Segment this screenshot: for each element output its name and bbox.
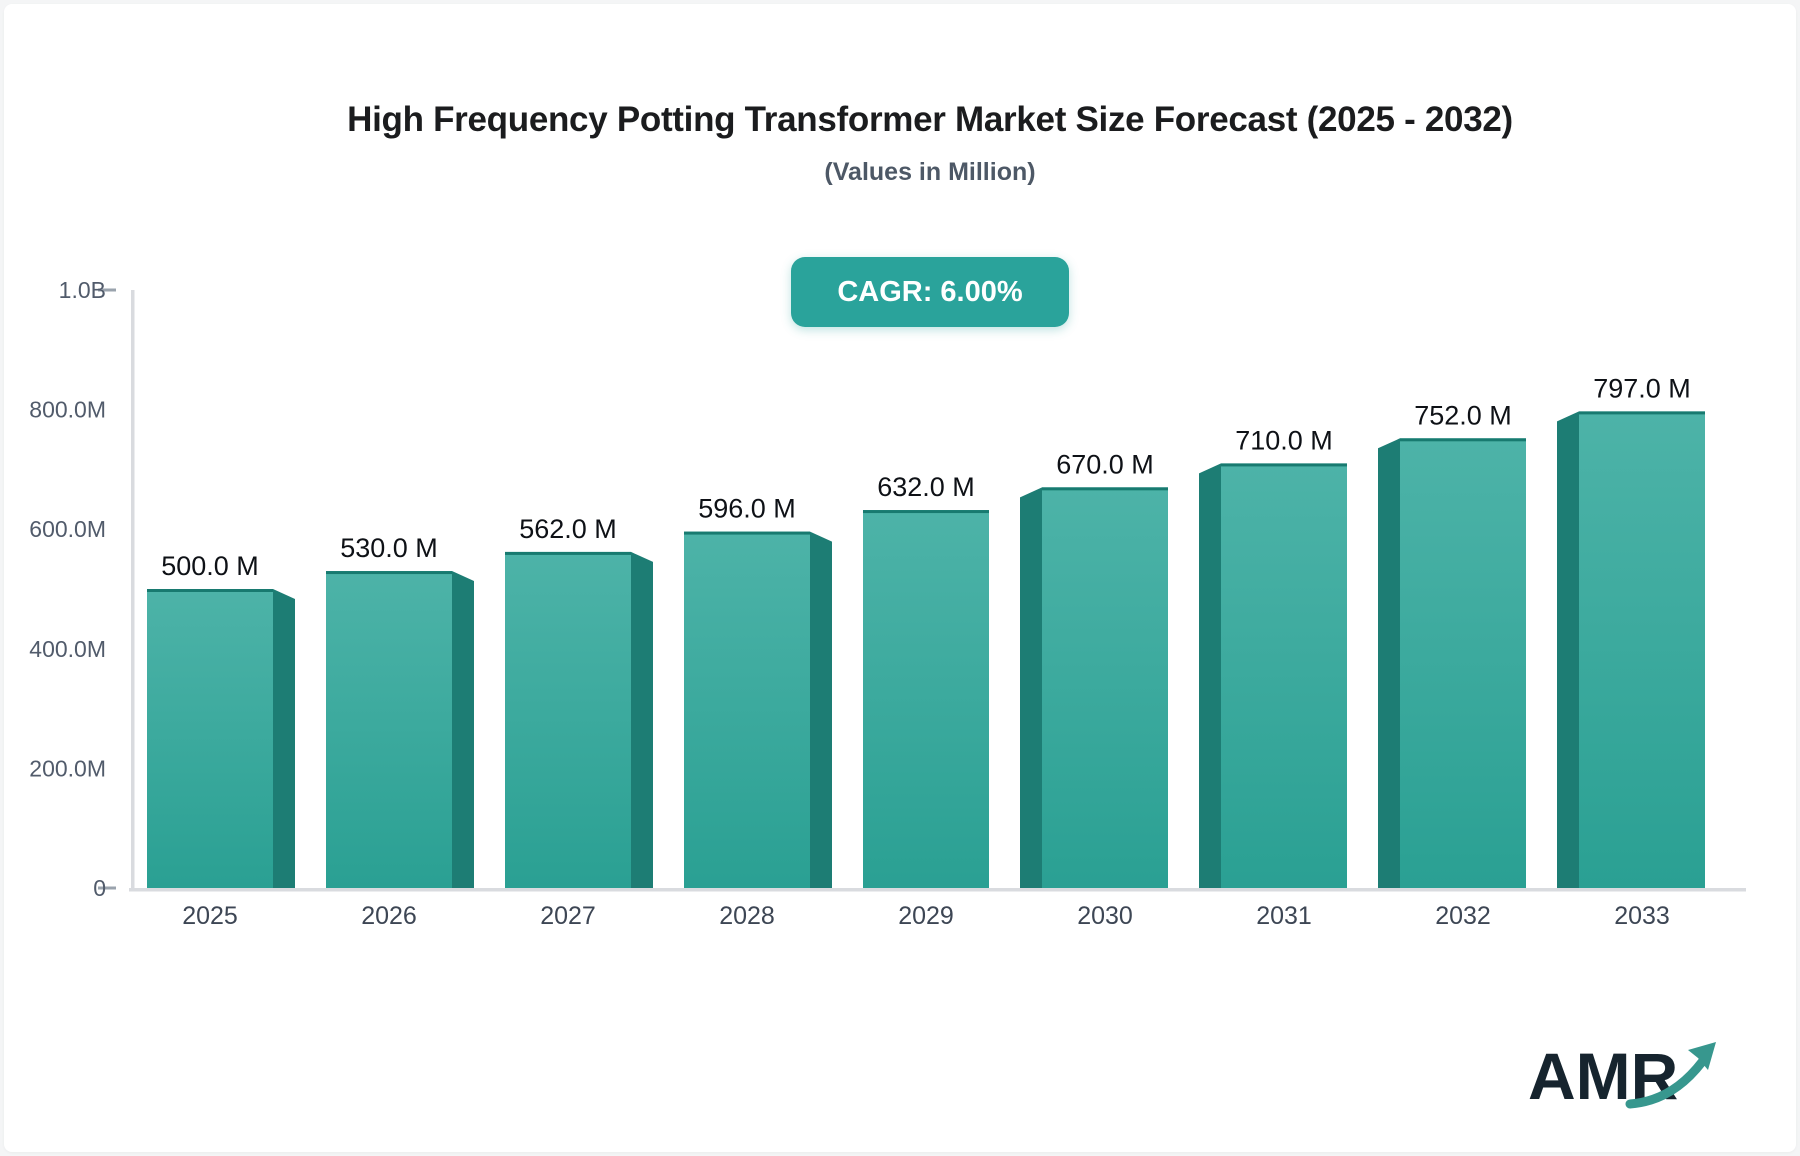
bar-2030 bbox=[1042, 487, 1168, 888]
bar-top-edge-2033 bbox=[1579, 411, 1705, 415]
x-axis-label: 2029 bbox=[898, 902, 954, 930]
x-axis-label: 2030 bbox=[1077, 902, 1133, 930]
bar-value-label: 596.0 M bbox=[698, 494, 796, 524]
bar-depth-2026 bbox=[452, 571, 474, 888]
bar-top-edge-2032 bbox=[1400, 438, 1526, 442]
x-axis-label: 2025 bbox=[182, 902, 238, 930]
x-axis-label: 2033 bbox=[1614, 902, 1670, 930]
y-axis-tick bbox=[98, 886, 116, 890]
bar-depth-2025 bbox=[273, 589, 295, 888]
amr-logo: AMR bbox=[1528, 1032, 1748, 1116]
bar-2027 bbox=[505, 551, 631, 888]
bar-top-edge-2027 bbox=[505, 551, 631, 555]
bar-2031 bbox=[1221, 463, 1347, 888]
y-axis-line bbox=[131, 290, 135, 890]
bar-2032 bbox=[1400, 438, 1526, 888]
bar-value-label: 632.0 M bbox=[877, 472, 975, 502]
bar-value-label: 500.0 M bbox=[161, 551, 259, 581]
x-axis-label: 2027 bbox=[540, 902, 596, 930]
bar-value-label: 710.0 M bbox=[1235, 425, 1333, 455]
bar-top-edge-2028 bbox=[684, 531, 810, 535]
bar-2029 bbox=[863, 510, 989, 888]
bar-value-label: 797.0 M bbox=[1593, 373, 1691, 403]
bar-top-edge-2030 bbox=[1042, 487, 1168, 491]
bar-top-edge-2026 bbox=[326, 571, 452, 575]
bar-depth-2033 bbox=[1557, 411, 1579, 888]
bar-top-edge-2031 bbox=[1221, 463, 1347, 467]
chart-header: High Frequency Potting Transformer Marke… bbox=[74, 4, 1786, 187]
y-axis-label: 600.0M bbox=[29, 516, 106, 542]
y-axis-label: 800.0M bbox=[29, 397, 106, 423]
y-axis-label: 200.0M bbox=[29, 755, 106, 781]
bar-2028 bbox=[684, 531, 810, 888]
bar-top-edge-2025 bbox=[147, 589, 273, 592]
x-axis-label: 2026 bbox=[361, 902, 417, 930]
bar-2025 bbox=[147, 589, 273, 888]
bar-depth-2027 bbox=[631, 551, 653, 888]
x-axis-label: 2031 bbox=[1256, 902, 1312, 930]
bar-depth-2032 bbox=[1378, 438, 1400, 888]
bar-value-label: 752.0 M bbox=[1414, 400, 1512, 430]
x-axis-label: 2032 bbox=[1435, 902, 1491, 930]
bar-value-label: 670.0 M bbox=[1056, 449, 1154, 479]
bar-depth-2028 bbox=[810, 531, 832, 888]
y-axis-label: 0 bbox=[93, 875, 106, 901]
bar-value-label: 562.0 M bbox=[519, 514, 617, 544]
market-forecast-bar-chart: 1.0B 800.0M 600.0M 400.0M 200.0M 0 500.0 M 2025… bbox=[29, 277, 1746, 930]
y-axis-tick bbox=[98, 288, 116, 292]
bar-depth-2030 bbox=[1020, 487, 1042, 888]
chart-card: High Frequency Potting Transformer Marke… bbox=[4, 4, 1796, 1152]
bar-value-label: 530.0 M bbox=[340, 533, 438, 563]
x-axis-label: 2028 bbox=[719, 902, 775, 930]
bar-top-edge-2029 bbox=[863, 510, 989, 514]
chart-title: High Frequency Potting Transformer Marke… bbox=[347, 100, 1513, 139]
bar-2033 bbox=[1579, 411, 1705, 888]
y-axis-label: 400.0M bbox=[29, 636, 106, 662]
bar-2026 bbox=[326, 571, 452, 888]
chart-subtitle: (Values in Million) bbox=[824, 158, 1036, 186]
y-axis-label: 1.0B bbox=[59, 277, 106, 303]
growth-arrow-icon bbox=[1625, 1042, 1716, 1109]
bar-depth-2031 bbox=[1199, 463, 1221, 888]
x-axis-line bbox=[129, 888, 1746, 892]
